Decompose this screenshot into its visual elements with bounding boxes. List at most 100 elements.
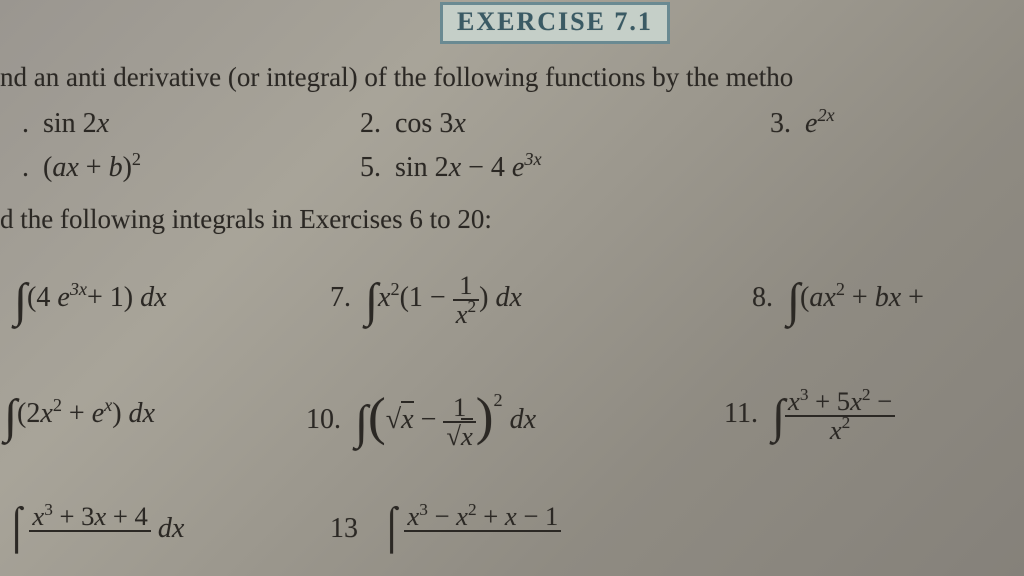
problem-7-fd: x2 [453, 301, 479, 328]
p11-s1: 3 [800, 385, 809, 404]
instruction-1: nd an anti derivative (or integral) of t… [0, 62, 1024, 93]
problem-11-fn: x3 + 5x2 − [785, 388, 895, 417]
problem-4-sup: 2 [132, 149, 141, 169]
sqrt-icon: √ [446, 421, 461, 451]
problem-6-sup: 3x [70, 279, 87, 299]
problem-4-b: b [109, 152, 123, 183]
sqrt-icon: √ [386, 404, 401, 435]
problem-7-num: 7. [330, 282, 351, 313]
problem-7-dx: dx [495, 282, 521, 313]
p11-minus: − [871, 386, 893, 416]
problem-13: 13 ⌠x3 − x2 + x − 1 [330, 500, 561, 558]
problems-row-4: ∫(2x2 + ex) dx 10. ∫(√x − 1√x)2 dx 11. ∫… [0, 372, 1024, 448]
problem-1-sin: sin 2 [43, 108, 97, 139]
p12-x2: x [94, 501, 106, 531]
problem-13-num: 13 [330, 513, 358, 544]
problem-4-plus: + [79, 152, 109, 183]
integral-icon: ∫ [787, 275, 800, 327]
p13-x2: x [456, 501, 468, 531]
problem-3-num: 3. [770, 108, 791, 139]
problem-2-x: x [453, 108, 465, 139]
problem-7-fd-sup: 2 [468, 297, 477, 316]
instruction-2: d the following integrals in Exercises 6… [0, 204, 492, 235]
problem-5-e: e [512, 152, 524, 183]
integral-icon: ∫ [14, 275, 27, 327]
p11-x1: x [788, 386, 800, 416]
problem-6-a: (4 [27, 282, 57, 313]
problem-9-e: e [92, 398, 104, 429]
problem-8: 8. ∫(ax2 + bx + [752, 264, 924, 318]
p13-p: + [477, 501, 505, 531]
p12-p4: + 4 [106, 501, 148, 531]
problem-4-num: . [22, 152, 29, 183]
problem-9-lp: (2 [17, 398, 40, 429]
problem-13-frac: x3 − x2 + x − 1 [404, 503, 561, 558]
exercise-heading: EXERCISE 7.1 [440, 2, 670, 44]
problem-1-num: . [22, 108, 29, 139]
rparen-icon: ) [476, 387, 494, 446]
problem-5: 5. sin 2x − 4 e3x [360, 152, 542, 184]
problem-3: 3. e2x [770, 108, 835, 140]
problem-13-fd [404, 532, 561, 559]
problem-9-rp: ) [112, 398, 128, 429]
problem-8-plus2: + [901, 282, 924, 313]
p13-s2: 2 [468, 500, 477, 519]
p13-x3: x [505, 501, 517, 531]
p11-x2: x [850, 386, 862, 416]
problem-12-dx: dx [158, 513, 184, 544]
lparen-icon: ( [368, 387, 386, 446]
problem-9-x: x [40, 398, 52, 429]
p12-x: x [32, 501, 44, 531]
integral-icon: ∫ [772, 391, 785, 443]
problem-10-frac: 1√x [443, 394, 475, 449]
problem-4-ax: ax [52, 152, 78, 183]
problem-9-esup: x [104, 395, 112, 415]
problem-9-dx: dx [129, 398, 155, 429]
problem-10-num: 10. [306, 404, 341, 435]
bracket-top-icon: ⌠ [379, 505, 404, 551]
problem-10-minus: − [414, 404, 444, 435]
problem-5-num: 5. [360, 152, 381, 183]
problem-5-sin: sin 2 [395, 152, 449, 183]
p11-fd-x: x [830, 415, 842, 445]
problem-7-frac: 1x2 [453, 272, 479, 327]
problem-11-num: 11. [724, 398, 758, 429]
problem-8-bx: bx [875, 282, 901, 313]
problem-10: 10. ∫(√x − 1√x)2 dx [306, 380, 536, 449]
problem-12-fd [29, 532, 150, 559]
problem-2-num: 2. [360, 108, 381, 139]
integral-icon: ∫ [365, 275, 378, 327]
p13-m1: − 1 [517, 501, 559, 531]
problem-7-rp: ) [479, 282, 495, 313]
p13-m: − [428, 501, 456, 531]
problem-8-sup: 2 [836, 279, 845, 299]
exercise-label: EXERCISE 7.1 [457, 7, 653, 36]
problem-4: . (ax + b)2 [22, 152, 141, 184]
problems-row-3: ∫(4 e3x+ 1) dx 7. ∫x2(1 − 1x2) dx 8. ∫(a… [0, 256, 1024, 332]
bracket-top-icon: ⌠ [4, 505, 29, 551]
p12-s1: 3 [44, 500, 53, 519]
problem-8-ax: ax [809, 282, 835, 313]
problem-2: 2. cos 3x [360, 108, 466, 140]
problem-9: ∫(2x2 + ex) dx [4, 380, 155, 434]
problem-12-frac: x3 + 3x + 4 [29, 503, 150, 558]
problem-3-e: e [805, 108, 817, 139]
page-root: EXERCISE 7.1 nd an anti derivative (or i… [0, 0, 1024, 576]
problem-6: ∫(4 e3x+ 1) dx [14, 264, 167, 318]
problem-6-e: e [57, 282, 69, 313]
problem-7-fd-x: x [456, 299, 468, 329]
problem-13-fn: x3 − x2 + x − 1 [404, 503, 561, 532]
p12-p3: + 3 [53, 501, 95, 531]
integral-icon: ∫ [4, 391, 17, 443]
problem-10-sqrtx2: x [461, 418, 473, 451]
problem-11-frac: x3 + 5x2 − x2 [785, 388, 895, 443]
problems-row-5: ⌠x3 + 3x + 4 dx 13 ⌠x3 − x2 + x − 1 [0, 500, 1024, 576]
problem-6-b: + 1) [87, 282, 140, 313]
problem-6-dx: dx [140, 282, 166, 313]
problem-4-rp: ) [123, 152, 132, 183]
problem-8-lp: ( [800, 282, 809, 313]
problem-4-lp: ( [43, 152, 52, 183]
problem-11: 11. ∫x3 + 5x2 − x2 [724, 380, 895, 443]
problem-2-cos: cos 3 [395, 108, 453, 139]
p13-s1: 3 [419, 500, 428, 519]
